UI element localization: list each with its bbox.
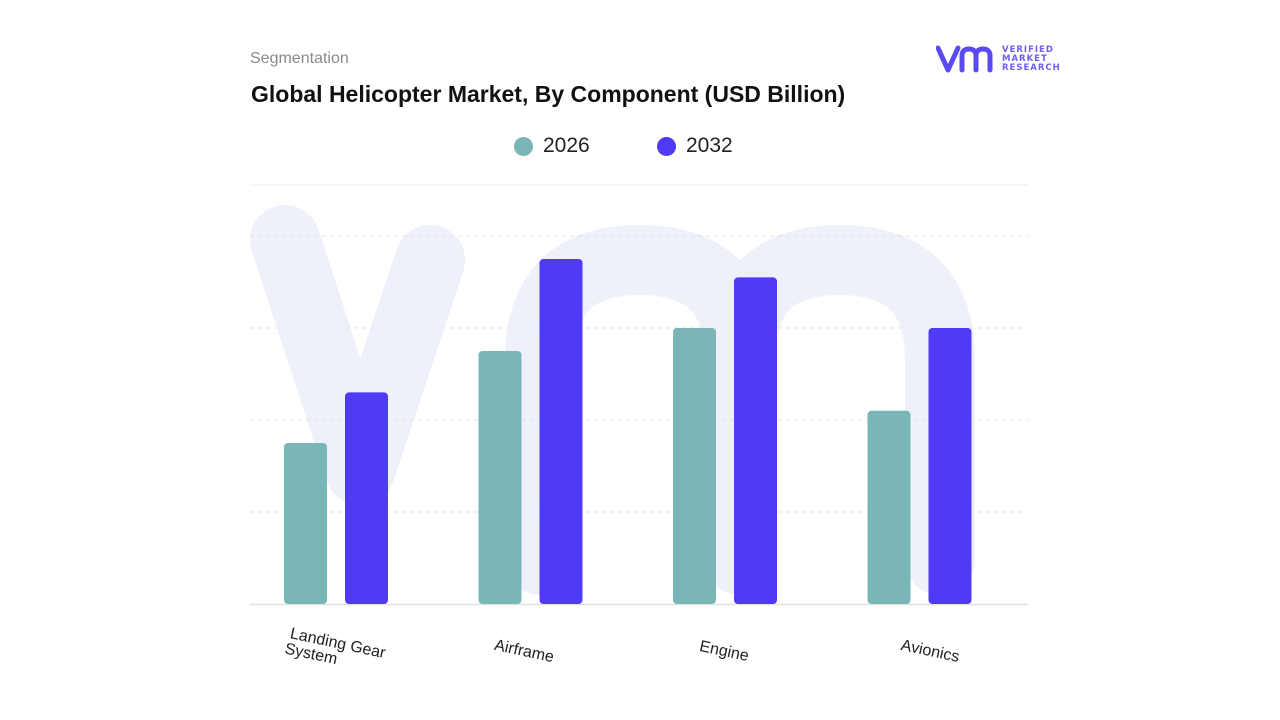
legend-label-2032: 2032 (686, 134, 733, 157)
bar-engine-2032 (734, 277, 777, 604)
legend-swatch-2026 (514, 136, 533, 156)
logo-word-verified: VERIFIED (1002, 45, 1054, 55)
chart-title: Global Helicopter Market, By Component (… (251, 81, 846, 107)
logo-word-research: RESEARCH (1002, 63, 1061, 73)
legend-swatch-2032 (657, 136, 676, 156)
logo-word-market: MARKET (1002, 54, 1048, 64)
bar-avionics-2026 (867, 410, 911, 604)
chart-legend: 2026 2032 (0, 134, 1280, 164)
legend-item-2032: 2032 (657, 134, 733, 158)
legend-label-2026: 2026 (543, 134, 590, 157)
section-kicker: Segmentation (250, 50, 349, 67)
logo-m-shape (959, 46, 993, 73)
bar-landing-gear-system-2032 (345, 392, 388, 604)
x-tick-label: Avionics (899, 637, 961, 666)
x-tick-label: Landing GearSystem (283, 625, 388, 678)
bar-landing-gear-system-2026 (284, 443, 327, 604)
bar-avionics-2032 (928, 328, 972, 604)
x-tick-label: Engine (698, 638, 750, 665)
x-axis-tick-labels: Landing GearSystem Airframe Engine Avionics (283, 625, 961, 678)
bar-airframe-2026 (478, 351, 522, 604)
vmr-logo-mark (936, 45, 993, 73)
bar-airframe-2032 (539, 259, 583, 604)
legend-item-2026: 2026 (514, 134, 590, 158)
logo-v-shape (936, 45, 961, 73)
x-tick-label: Airframe (493, 637, 556, 666)
bar-engine-2026 (673, 328, 716, 604)
chart-bars (284, 259, 972, 604)
